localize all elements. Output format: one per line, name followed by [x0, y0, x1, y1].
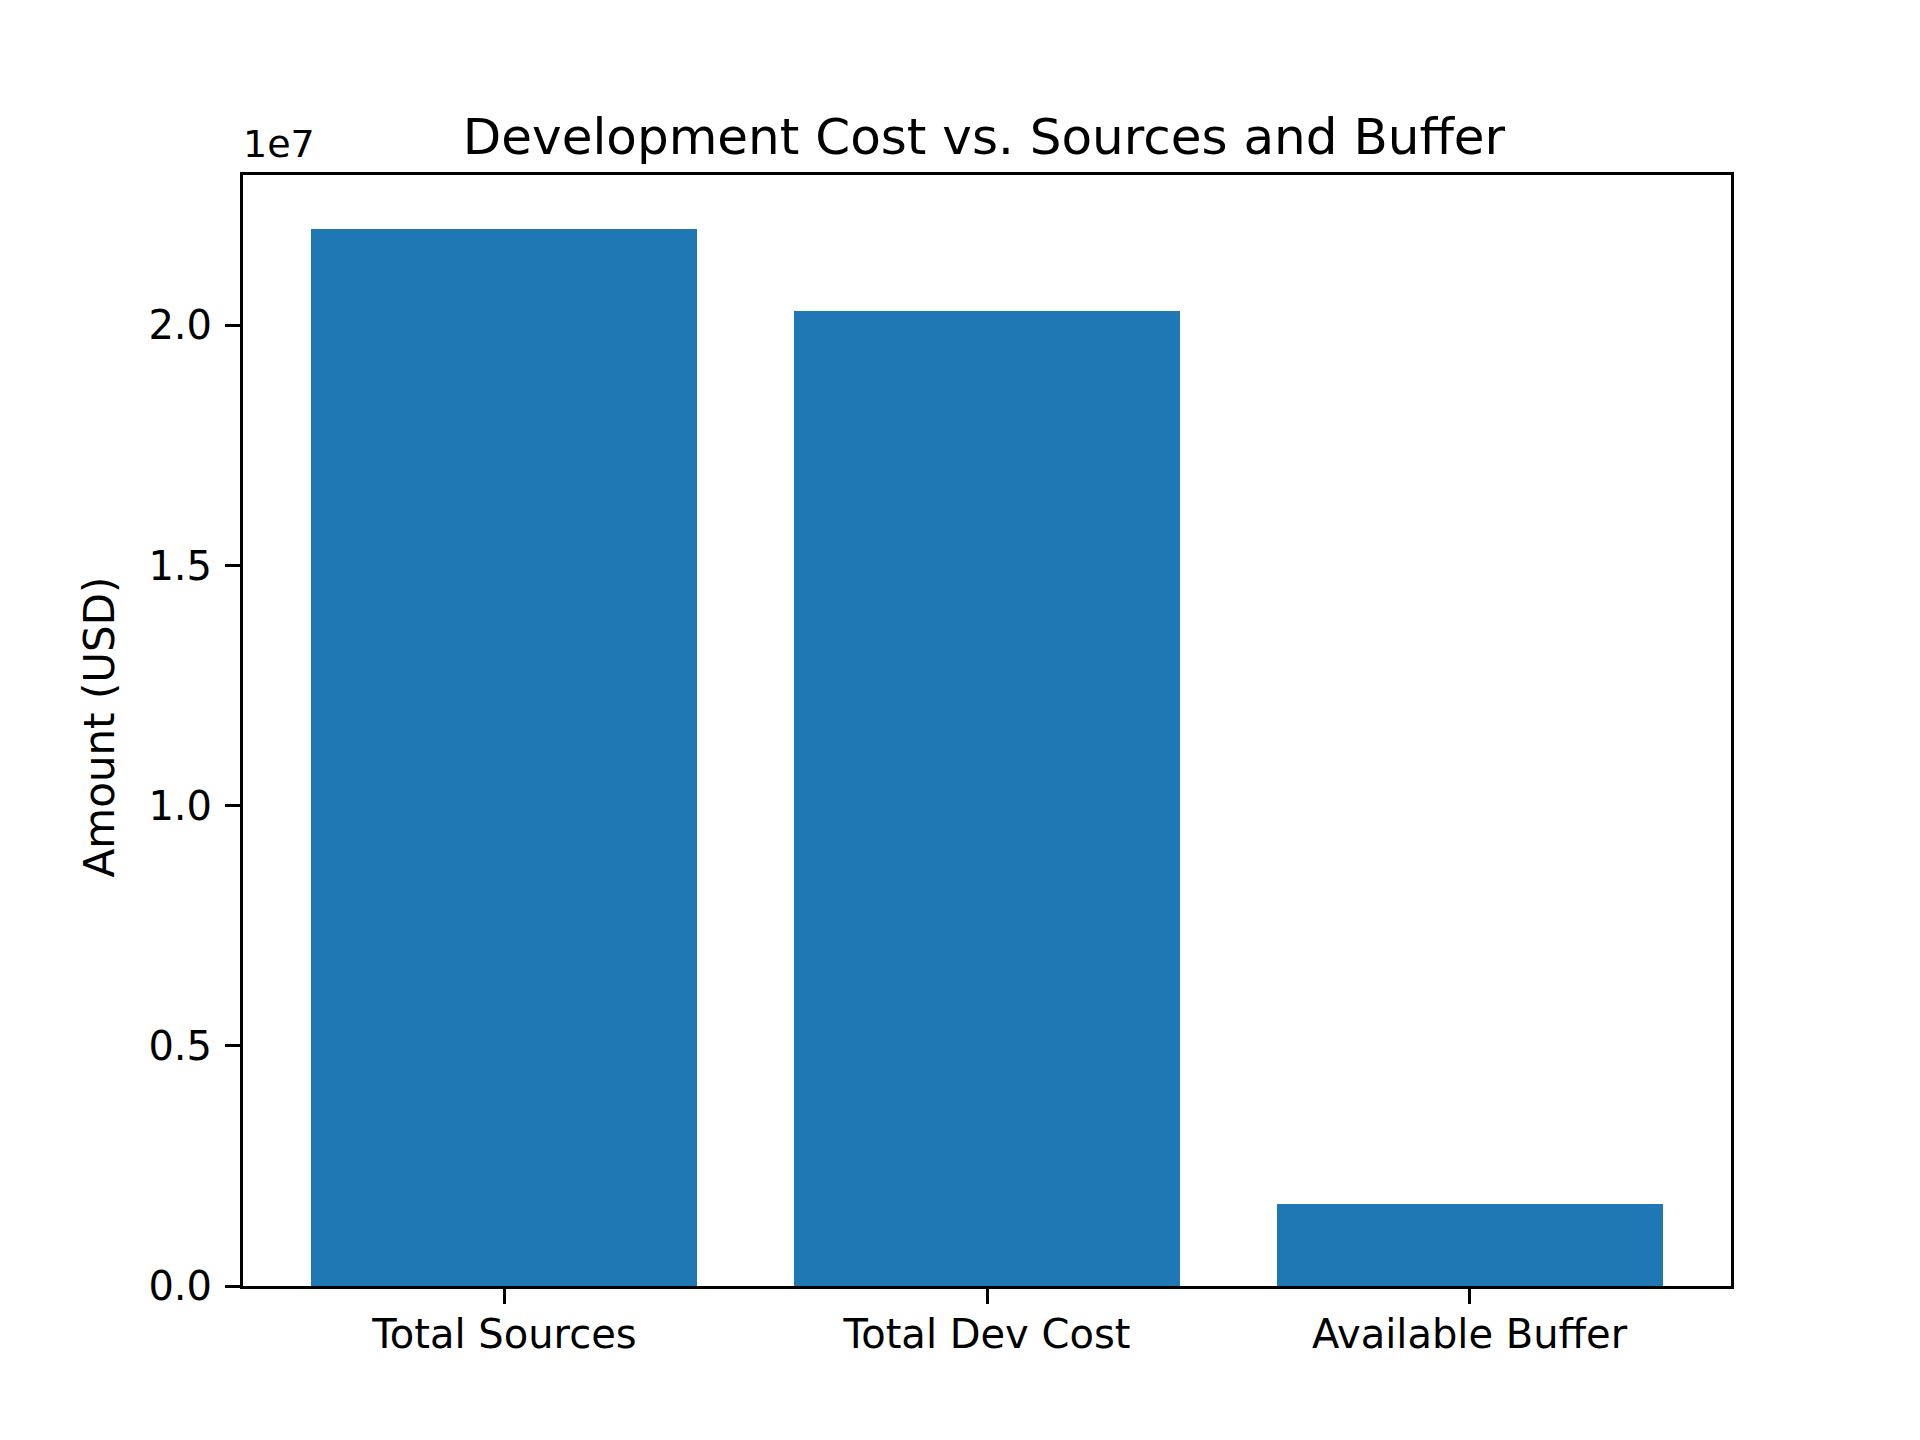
y-tick-mark [225, 1044, 240, 1047]
y-tick-label: 0.0 [148, 1264, 212, 1308]
x-tick-mark [1468, 1289, 1471, 1304]
y-axis-label: Amount (USD) [77, 577, 123, 878]
y-axis-offset-label: 1e7 [243, 124, 315, 164]
x-tick-label: Total Sources [372, 1310, 636, 1358]
chart-title: Development Cost vs. Sources and Buffer [463, 108, 1505, 166]
y-tick-mark [225, 324, 240, 327]
x-tick-label: Total Dev Cost [844, 1310, 1131, 1358]
y-tick-mark [225, 804, 240, 807]
bar-total-dev-cost [794, 311, 1180, 1286]
y-tick-label: 2.0 [148, 303, 212, 347]
bar-available-buffer [1277, 1204, 1663, 1286]
x-tick-mark [986, 1289, 989, 1304]
y-tick-label: 1.5 [148, 544, 212, 588]
x-tick-mark [503, 1289, 506, 1304]
x-tick-label: Available Buffer [1312, 1310, 1627, 1358]
figure-canvas: Development Cost vs. Sources and Buffer … [0, 0, 1920, 1440]
y-tick-label: 0.5 [148, 1024, 212, 1068]
y-tick-mark [225, 564, 240, 567]
y-tick-mark [225, 1285, 240, 1288]
plot-area: 0.00.51.01.52.0Total SourcesTotal Dev Co… [240, 172, 1734, 1289]
bar-total-sources [311, 229, 697, 1286]
y-tick-label: 1.0 [148, 784, 212, 828]
